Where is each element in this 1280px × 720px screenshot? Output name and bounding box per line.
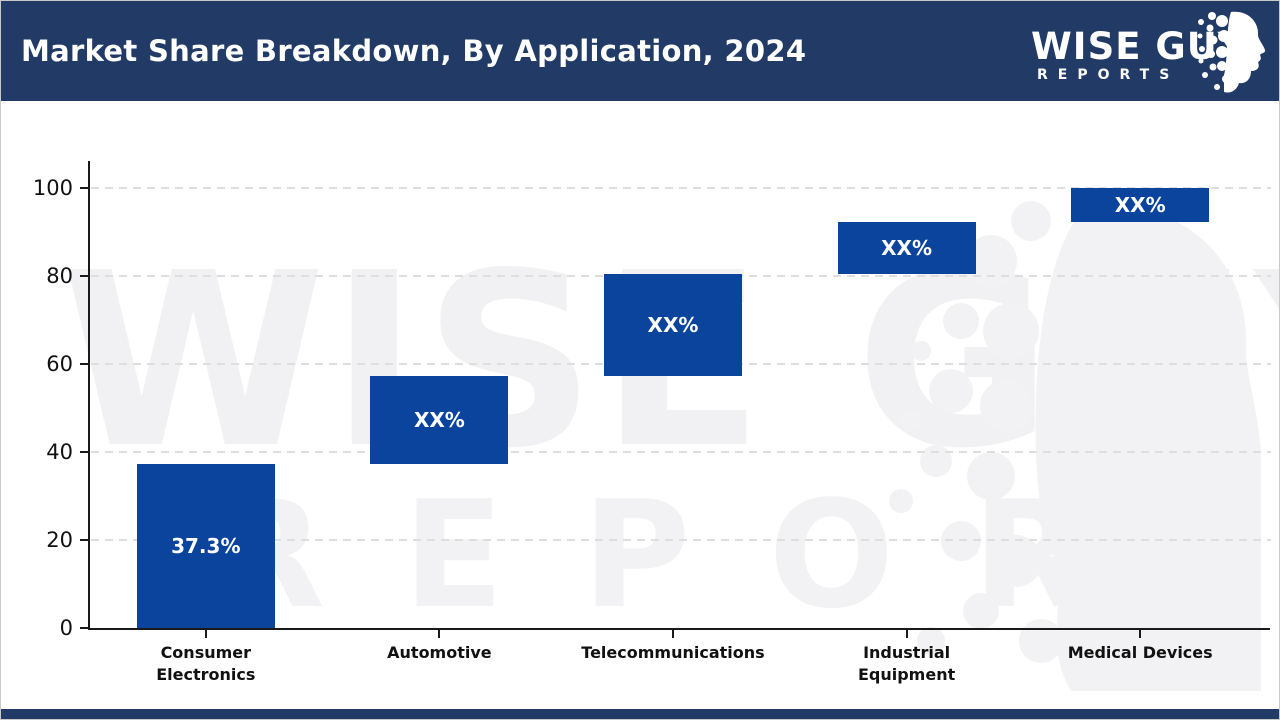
x-tick-mark xyxy=(905,630,908,638)
bar-value-label: XX% xyxy=(413,407,465,432)
chart-area: WISE GUY REPORTS 02040608010037.3%Consum… xyxy=(1,101,1279,711)
y-tick-label: 0 xyxy=(59,616,73,640)
bar: XX% xyxy=(370,375,509,464)
y-axis xyxy=(88,161,90,630)
bar-value-label: 37.3% xyxy=(171,533,241,558)
footer-bar xyxy=(1,709,1279,719)
y-tick-mark xyxy=(80,451,89,453)
logo-wordmark: WISE GUY xyxy=(1031,25,1246,68)
y-tick-label: 40 xyxy=(46,440,73,464)
y-tick-mark xyxy=(80,187,89,189)
header-bar: Market Share Breakdown, By Application, … xyxy=(1,1,1279,101)
y-tick-label: 20 xyxy=(46,528,73,552)
y-tick-mark xyxy=(80,627,89,629)
chart-title: Market Share Breakdown, By Application, … xyxy=(21,34,807,68)
gridline xyxy=(91,539,1271,541)
x-tick-mark xyxy=(204,630,207,638)
bar-value-label: XX% xyxy=(881,235,933,260)
x-tick-mark xyxy=(672,630,674,638)
category-label: Industrial Equipment xyxy=(857,643,956,684)
bar: XX% xyxy=(1071,188,1210,222)
y-tick-label: 100 xyxy=(32,176,73,200)
wise-guy-logo: WISE GUY REPORTS xyxy=(997,9,1267,95)
gridline xyxy=(91,451,1271,453)
x-tick-mark xyxy=(1139,630,1142,638)
plot: 0 20 40 60 80 100 37.3% Consumer Electronics XX%… xyxy=(1,101,1279,711)
x-tick-mark xyxy=(438,630,441,638)
category-label: Medical Devices xyxy=(1067,643,1213,662)
gridline xyxy=(91,187,1271,189)
bar-value-label: XX% xyxy=(647,312,699,337)
category-label: Automotive xyxy=(387,643,492,662)
y-tick-mark xyxy=(80,275,89,277)
y-tick-mark xyxy=(80,539,89,541)
category-label: Consumer Electronics xyxy=(156,643,256,684)
y-tick-label: 80 xyxy=(46,264,73,288)
x-axis xyxy=(88,628,1270,630)
head-dots-icon xyxy=(1197,11,1266,93)
y-tick-label: 60 xyxy=(46,352,73,376)
bar-value-label: XX% xyxy=(1114,192,1166,217)
bar: XX% xyxy=(837,221,976,274)
y-tick-mark xyxy=(80,363,89,365)
bar: 37.3% xyxy=(136,463,275,628)
logo-subtext: REPORTS xyxy=(1037,67,1180,83)
bar: XX% xyxy=(604,273,742,376)
category-label: Telecommunications xyxy=(581,643,765,662)
